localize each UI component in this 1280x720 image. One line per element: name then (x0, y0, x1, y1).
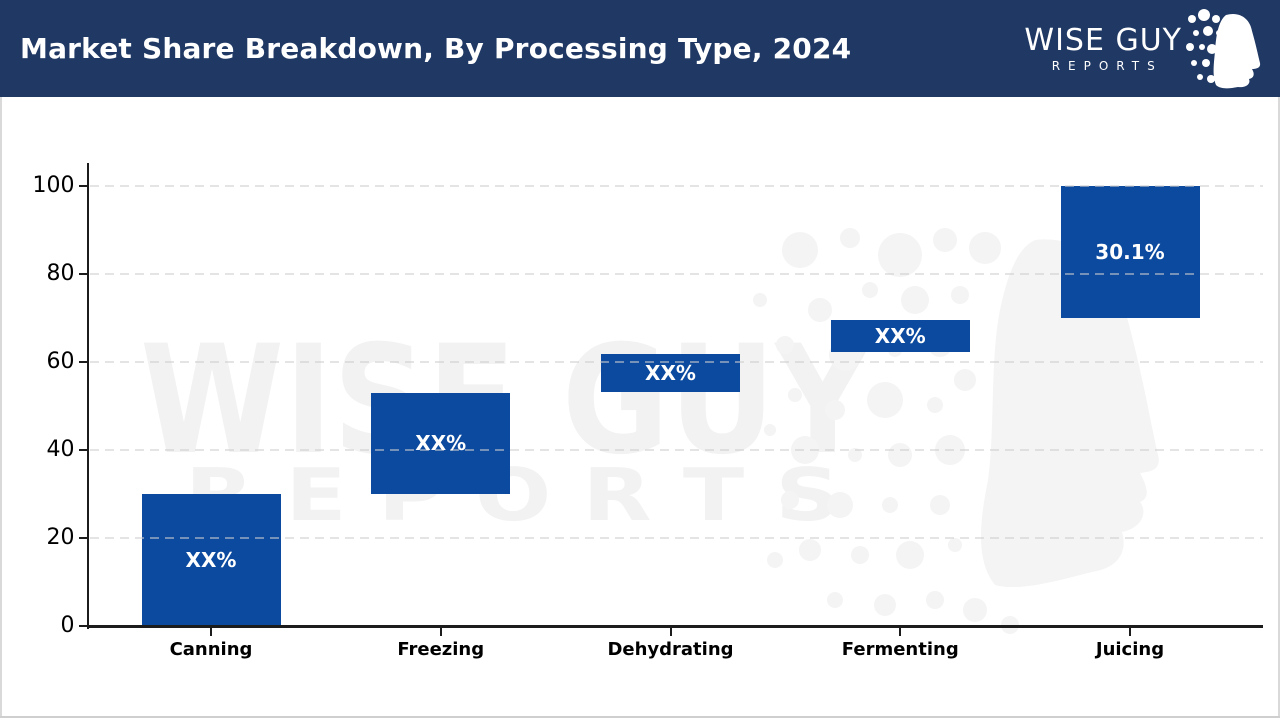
bar-dehydrating (601, 353, 740, 392)
y-tick-mark (78, 272, 87, 275)
y-axis-line (86, 163, 89, 629)
x-tick-mark (899, 628, 902, 636)
x-tick-label: Dehydrating (607, 639, 734, 660)
bar-canning (141, 493, 281, 626)
bar-value-label: XX% (415, 431, 467, 456)
x-tick-label: Fermenting (841, 639, 959, 660)
x-tick-label: Freezing (397, 639, 485, 660)
page-title: Market Share Breakdown, By Processing Ty… (20, 32, 852, 65)
card-bottom-border (0, 716, 1280, 718)
x-tick-label: Juicing (1095, 639, 1165, 660)
y-tick-label: 60 (46, 348, 75, 374)
y-tick-mark (78, 536, 87, 539)
y-tick-mark (78, 360, 87, 363)
header-bar: Market Share Breakdown, By Processing Ty… (0, 0, 1280, 97)
y-tick-label: 40 (46, 436, 75, 462)
y-tick-mark (78, 184, 87, 187)
wiseguy-logo-text: WISE GUY REPORTS (1024, 22, 1182, 73)
wiseguy-logo: WISE GUY REPORTS (1024, 7, 1262, 91)
bar-value-label: XX% (645, 360, 696, 385)
y-gridline (89, 184, 1263, 187)
y-tick-label: 80 (46, 260, 75, 286)
logo-wordmark: WISE GUY (1024, 22, 1182, 58)
wiseguy-logo-head-icon (1186, 8, 1261, 88)
y-gridline (89, 360, 1263, 363)
y-tick-mark (78, 625, 87, 627)
y-gridline (89, 272, 1263, 275)
y-tick-label: 20 (46, 524, 75, 550)
logo-subtitle: REPORTS (1051, 58, 1163, 73)
y-gridline (89, 536, 1263, 539)
x-tick-mark (210, 628, 212, 636)
bar-freezing (371, 392, 511, 494)
y-tick-label: 0 (60, 613, 75, 638)
x-tick-mark (669, 628, 672, 636)
bar-value-label: XX% (185, 547, 237, 572)
x-axis-line (86, 625, 1263, 628)
x-tick-mark (1129, 628, 1131, 636)
x-tick-label: Canning (169, 639, 253, 660)
y-tick-mark (78, 448, 87, 451)
x-tick-mark (439, 628, 442, 636)
y-gridline (89, 448, 1263, 451)
bar-value-label: XX% (874, 323, 926, 348)
y-tick-label: 100 (32, 172, 75, 198)
bar-value-label: 30.1% (1095, 240, 1165, 265)
